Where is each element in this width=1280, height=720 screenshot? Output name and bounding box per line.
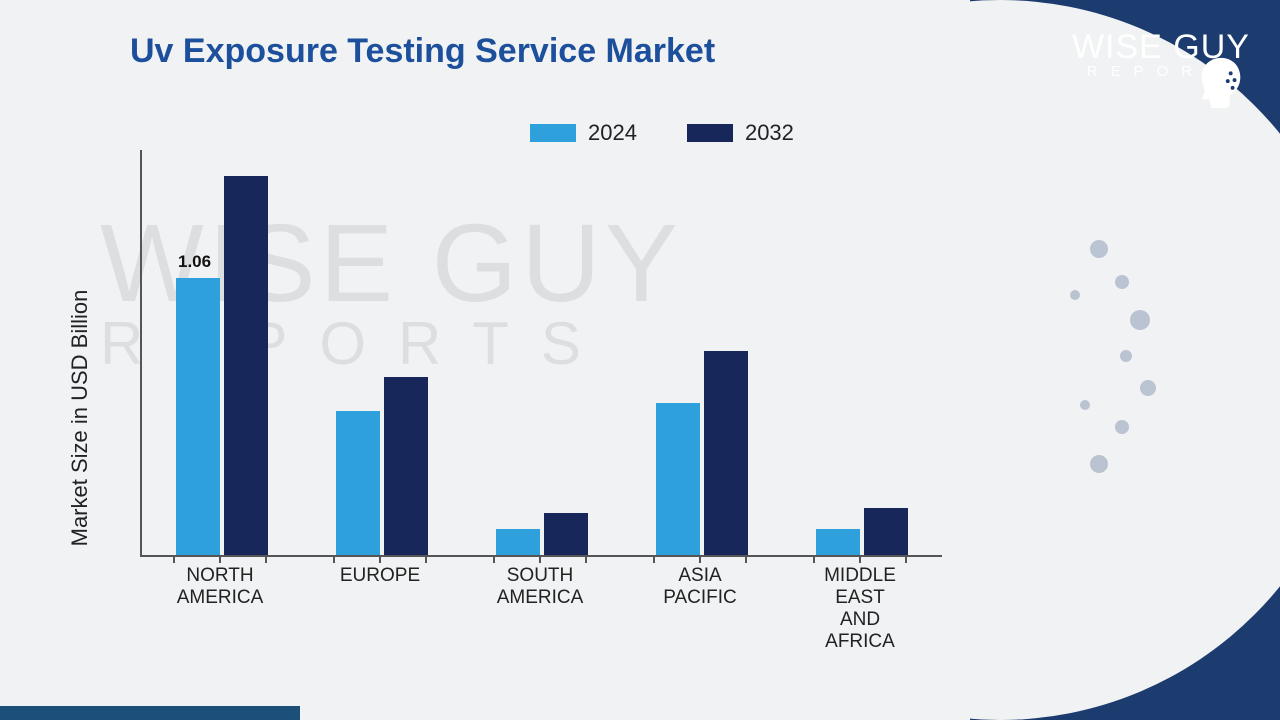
bar-2024 [176, 278, 220, 555]
bar-2032 [544, 513, 588, 555]
brand-logo: WISE GUY REPORTS [1000, 28, 1250, 80]
bar-2032 [704, 351, 748, 555]
page: WISE GUY REPORTS Uv Exposure Testing Ser… [0, 0, 1280, 720]
category-label: NORTHAMERICA [140, 565, 300, 609]
bar-2024 [336, 411, 380, 555]
footer-bar [0, 706, 300, 720]
bar-2024 [816, 529, 860, 555]
legend-item-2032: 2032 [687, 120, 794, 146]
value-label: 1.06 [178, 252, 211, 272]
head-icon [1192, 54, 1250, 112]
category-label: MIDDLEEASTANDAFRICA [780, 565, 940, 652]
plot-area: 1.06 [140, 150, 942, 557]
category-label: SOUTHAMERICA [460, 565, 620, 609]
y-axis-label: Market Size in USD Billion [67, 183, 93, 653]
legend-label-2032: 2032 [745, 120, 794, 146]
legend-swatch-2032 [687, 124, 733, 142]
bar-2024 [496, 529, 540, 555]
decorative-dots [940, 230, 1160, 490]
chart-area: Market Size in USD Billion 1.06 NORTHAME… [50, 150, 950, 680]
bar-2024 [656, 403, 700, 555]
category-label: EUROPE [300, 565, 460, 587]
chart-title: Uv Exposure Testing Service Market [130, 32, 715, 71]
bar-2032 [384, 377, 428, 555]
bar-2032 [864, 508, 908, 555]
legend-label-2024: 2024 [588, 120, 637, 146]
legend-swatch-2024 [530, 124, 576, 142]
legend-item-2024: 2024 [530, 120, 637, 146]
legend: 2024 2032 [530, 120, 794, 146]
bar-2032 [224, 176, 268, 555]
category-label: ASIAPACIFIC [620, 565, 780, 609]
